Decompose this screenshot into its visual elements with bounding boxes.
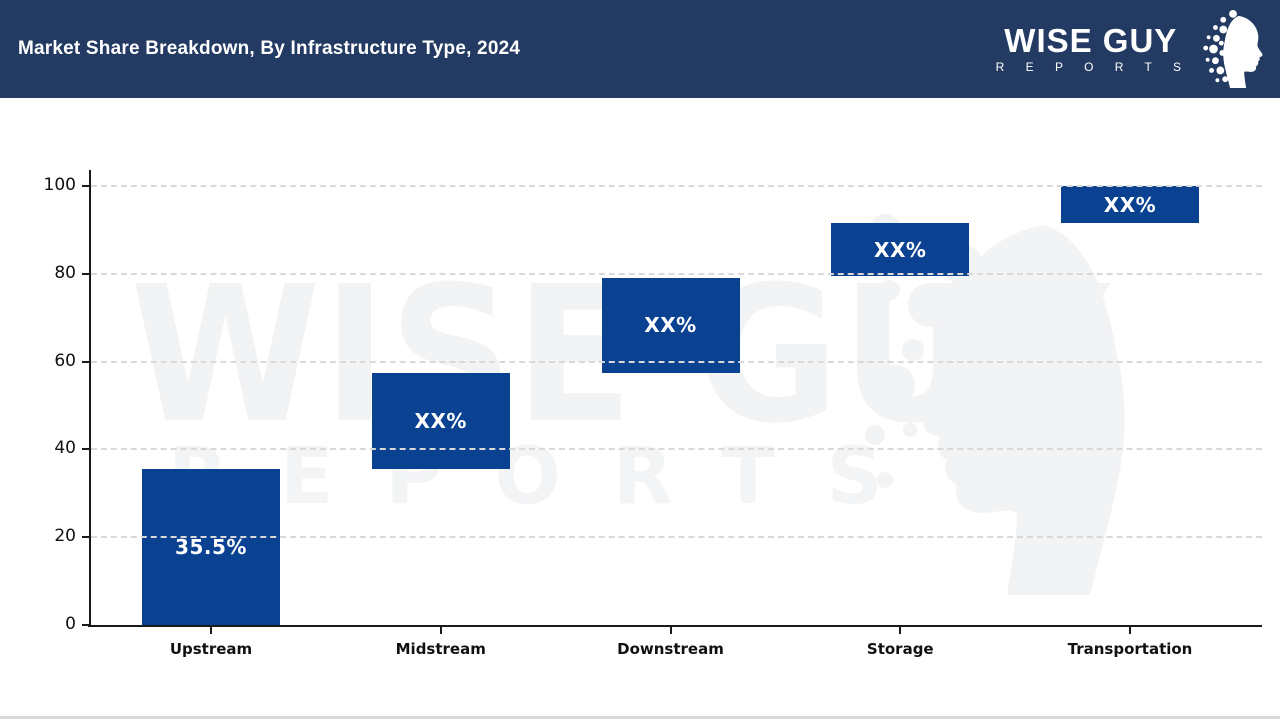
wise-guy-reports-logo: WISE GUY R E P O R T S (992, 8, 1280, 90)
logo-subtitle: R E P O R T S (995, 60, 1190, 74)
y-axis-tick-label: 100 (43, 175, 76, 195)
bar-value-label: XX% (644, 313, 697, 338)
y-axis-tick-label: 60 (54, 350, 76, 371)
gridline-y-20 (91, 536, 1262, 539)
y-axis-tick (82, 448, 90, 451)
header-bar: Market Share Breakdown, By Infrastructur… (0, 0, 1280, 98)
x-category-label: Transportation (1067, 640, 1193, 658)
y-axis-tick (82, 624, 90, 626)
x-axis-tick (1129, 627, 1131, 634)
bar-midstream: XX% (371, 372, 510, 470)
bar-storage: XX% (831, 223, 970, 276)
gridline-y-60 (91, 360, 1262, 363)
gridline-y-80 (91, 272, 1262, 275)
y-axis-tick (82, 536, 90, 539)
y-axis-tick (82, 185, 90, 187)
gridline-y-100 (91, 185, 1262, 187)
x-axis-line (88, 625, 1262, 627)
page-title: Market Share Breakdown, By Infrastructur… (18, 38, 521, 59)
x-category-label: Downstream (617, 640, 724, 658)
bar-value-label: 35.5% (175, 535, 247, 560)
bar-value-label: XX% (874, 237, 927, 262)
y-axis-tick-label: 40 (54, 438, 76, 459)
bar-value-label: XX% (1103, 192, 1157, 217)
gridline-y-40 (91, 448, 1262, 451)
x-axis-tick (899, 627, 902, 634)
x-category-label: Storage (866, 640, 934, 658)
watermark-subtitle: REPORTS (168, 432, 935, 522)
logo-wordmark: WISE GUY (1004, 22, 1178, 59)
y-axis-tick-label: 80 (54, 262, 76, 283)
y-axis-tick-label: 0 (65, 614, 76, 634)
logo-text: WISE GUY R E P O R T S (992, 24, 1190, 74)
x-category-label: Upstream (169, 640, 253, 658)
y-axis-tick (82, 360, 90, 363)
head-profile-icon (1203, 10, 1263, 89)
bar-value-label: XX% (414, 408, 467, 433)
x-axis-tick (669, 627, 672, 634)
bottom-border-line (0, 716, 1280, 719)
bar-downstream: XX% (601, 278, 740, 373)
y-axis-line (89, 170, 91, 627)
x-axis-tick (439, 627, 442, 634)
bar-upstream: 35.5% (142, 469, 280, 625)
y-axis-tick (82, 272, 90, 275)
x-category-label: Midstream (395, 640, 486, 658)
x-axis-tick (210, 627, 212, 634)
y-axis-tick-label: 20 (54, 526, 76, 547)
bar-transportation: XX% (1061, 186, 1199, 224)
